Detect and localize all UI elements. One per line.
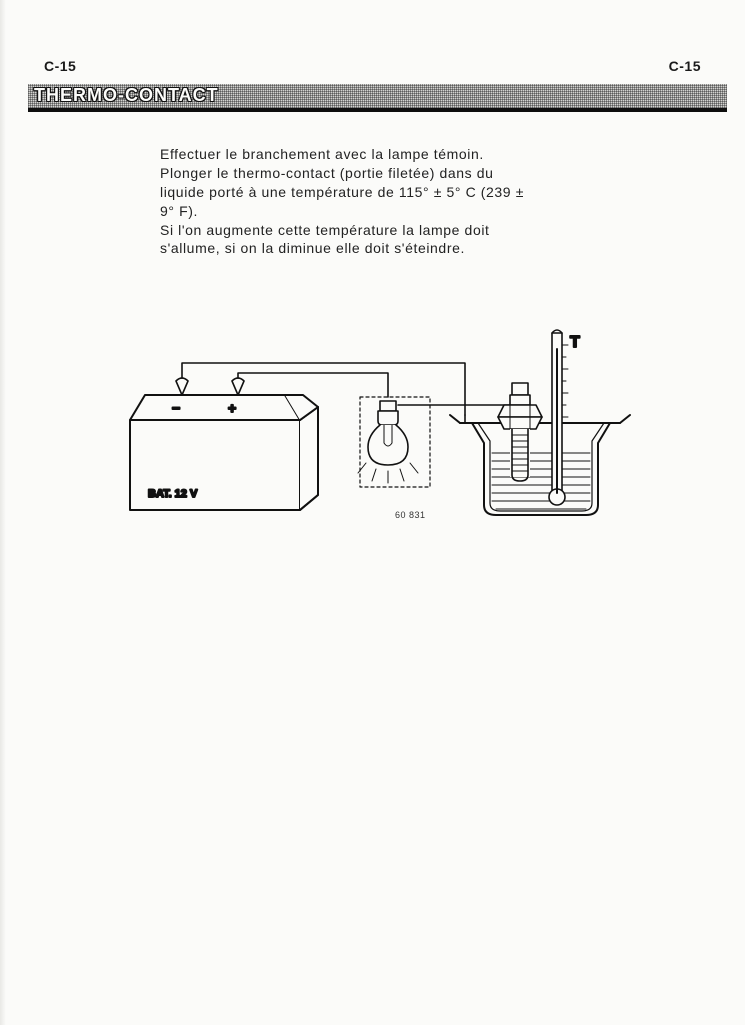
figure-number: 60 831 xyxy=(395,510,426,520)
page-number-right: C-15 xyxy=(669,58,701,74)
liquid-container-icon xyxy=(450,415,630,515)
battery-terminal-minus: − xyxy=(172,400,180,416)
wire-lamp-to-sensor xyxy=(398,387,520,405)
page-number-left: C-15 xyxy=(44,58,76,74)
lamp-icon xyxy=(358,401,418,483)
battery-label: BAT. 12 V xyxy=(148,488,198,500)
instructions-text: Effectuer le branchement avec la lampe t… xyxy=(160,145,530,258)
wire-positive-to-lamp xyxy=(238,373,388,397)
thermometer-icon xyxy=(549,330,568,505)
wiring-diagram: − + BAT. 12 V xyxy=(100,325,660,555)
thermometer-label: T xyxy=(570,334,580,351)
section-title-band: THERMO-CONTACT xyxy=(28,84,727,112)
thermo-contact-sensor-icon xyxy=(498,383,542,481)
battery-terminal-plus: + xyxy=(228,400,236,416)
section-title: THERMO-CONTACT xyxy=(34,85,219,106)
